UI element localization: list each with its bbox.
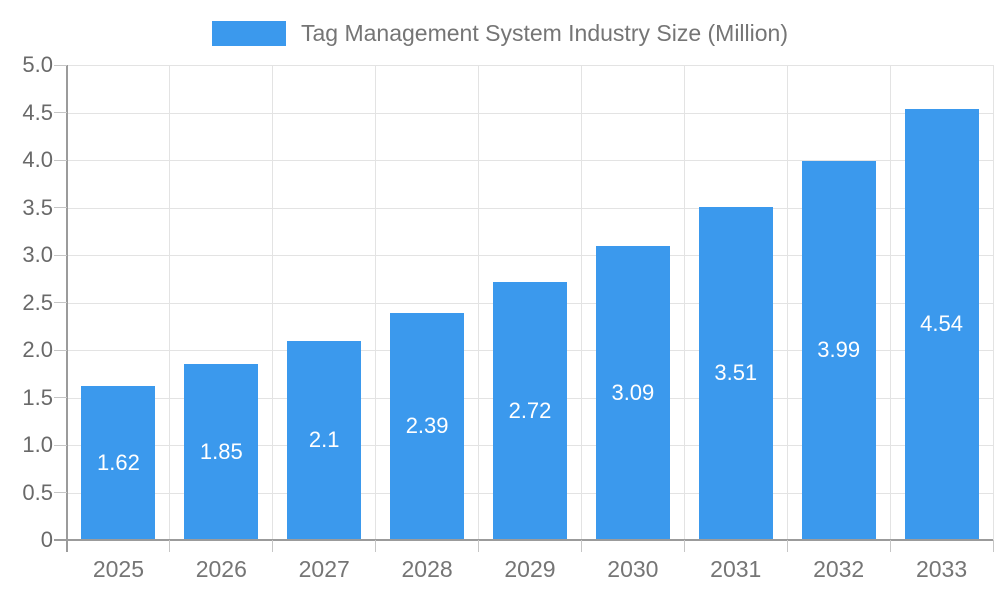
x-tick-label: 2029 (504, 556, 556, 582)
bar-value-label: 3.09 (611, 380, 655, 406)
y-axis-line (66, 65, 68, 552)
y-axis-tick (54, 349, 67, 351)
y-tick-label: 3.0 (22, 242, 53, 267)
x-tick-label: 2033 (915, 556, 968, 582)
y-tick-label: 1.0 (22, 432, 53, 457)
x-tick-label: 2025 (92, 556, 145, 582)
bar[interactable]: 1.85 (184, 364, 259, 540)
y-axis-tick (54, 302, 67, 303)
bar[interactable]: 4.54 (904, 108, 979, 540)
gridline-v (992, 65, 994, 540)
bar[interactable]: 2.1 (287, 340, 362, 540)
gridline-h (67, 255, 993, 256)
y-axis-tick (54, 492, 67, 493)
y-axis-tick (54, 112, 67, 113)
y-axis-tick (54, 397, 67, 398)
y-tick-label: 2.5 (22, 289, 53, 315)
x-axis-tick (786, 540, 788, 552)
bar[interactable]: 1.62 (81, 386, 156, 540)
bar-value-label: 3.51 (714, 360, 758, 386)
bar-value-label: 1.85 (199, 439, 243, 465)
y-tick-label: 3.5 (22, 194, 53, 220)
bar[interactable]: 2.72 (493, 281, 567, 540)
x-axis-tick (683, 540, 685, 552)
legend-swatch (211, 20, 286, 46)
y-axis-tick (54, 159, 67, 161)
bar-value-label: 1.62 (97, 450, 140, 476)
gridline-v (169, 65, 171, 540)
y-tick-label: 4.5 (22, 99, 53, 125)
y-tick-label: 0.5 (22, 479, 53, 505)
gridline-h (67, 207, 993, 209)
gridline-v (272, 65, 274, 540)
plot-area: 1.62 1.85 2.1 2.39 2.72 3.09 3.51 3.99 4.54 0 0.5 1… (22, 53, 994, 582)
y-tick-label: 5.0 (22, 52, 53, 77)
x-axis-tick (992, 540, 994, 552)
x-axis-tick (580, 540, 582, 552)
gridline-v (683, 65, 685, 540)
gridline-v (580, 65, 582, 540)
y-tick-label: 1.5 (22, 384, 53, 410)
gridline-v (478, 65, 480, 540)
x-tick-label: 2031 (710, 556, 762, 582)
bar[interactable]: 2.39 (390, 312, 465, 540)
legend-label: Tag Management System Industry Size (Mil… (300, 19, 789, 46)
x-tick-label: 2028 (401, 556, 453, 582)
x-tick-label: 2032 (813, 556, 865, 582)
y-tick-label: 2.0 (22, 337, 53, 362)
gridline-v (889, 65, 891, 540)
gridline-v (375, 65, 377, 540)
y-tick-label: 4.0 (22, 147, 53, 172)
y-axis-tick (54, 254, 67, 256)
gridline-h (67, 65, 993, 66)
bar-value-label: 2.1 (308, 427, 340, 453)
x-axis-tick (375, 540, 377, 552)
gridline-h (67, 112, 993, 114)
bar[interactable]: 3.51 (698, 206, 773, 540)
x-axis-tick (272, 540, 274, 552)
x-tick-label: 2026 (195, 556, 247, 582)
x-axis-tick (169, 540, 171, 552)
bar-value-label: 3.99 (817, 337, 861, 363)
bar-value-label: 2.72 (508, 397, 552, 423)
y-axis-tick (54, 64, 67, 66)
x-tick-label: 2030 (607, 556, 659, 582)
y-tick-label: 0 (40, 527, 53, 552)
gridline-h (67, 160, 993, 161)
x-axis-tick (478, 540, 480, 552)
x-axis-line (54, 539, 993, 541)
y-axis-tick (54, 444, 67, 446)
x-tick-label: 2027 (298, 556, 350, 582)
bar-value-label: 4.54 (920, 311, 963, 337)
x-axis-tick (889, 540, 891, 552)
gridline-v (786, 65, 788, 540)
y-axis-tick (54, 207, 67, 208)
bar-value-label: 2.39 (405, 413, 449, 439)
bar[interactable]: 3.99 (801, 160, 876, 540)
legend[interactable]: Tag Management System Industry Size (Mil… (0, 18, 1000, 48)
bar[interactable]: 3.09 (595, 246, 670, 540)
